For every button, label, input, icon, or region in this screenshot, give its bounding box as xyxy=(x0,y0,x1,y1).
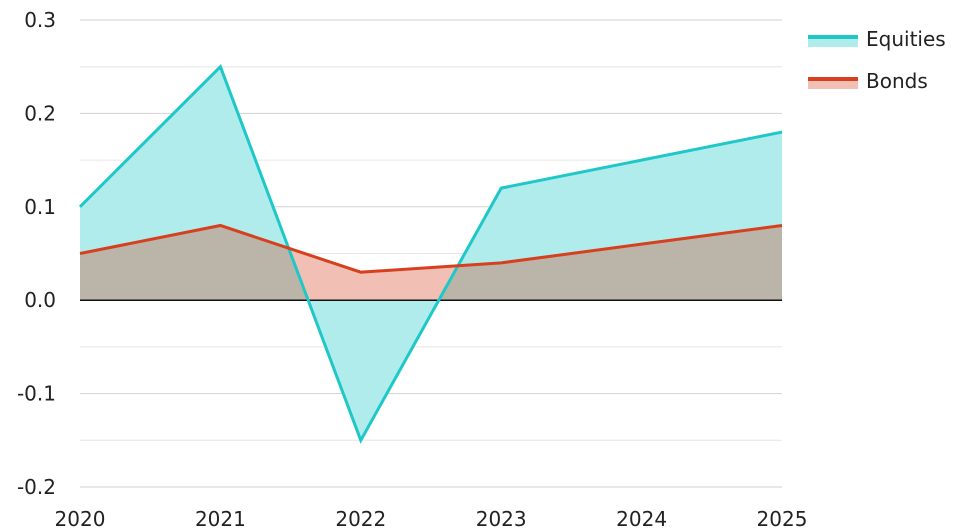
x-tick-label-2020: 2020 xyxy=(55,507,106,528)
legend-swatch-bonds-line xyxy=(808,77,858,81)
legend-swatch-equities-fill xyxy=(808,37,858,47)
x-tick-label-2021: 2021 xyxy=(195,507,246,528)
legend-swatch-bonds-fill xyxy=(808,79,858,89)
legend-item-equities[interactable]: Equities xyxy=(808,18,946,60)
y-tick-label-5: 0.3 xyxy=(24,8,56,32)
y-tick-label-3: 0.1 xyxy=(24,195,56,219)
legend-label-bonds: Bonds xyxy=(866,69,928,93)
x-tick-label-2022: 2022 xyxy=(335,507,386,528)
legend-item-bonds[interactable]: Bonds xyxy=(808,60,946,102)
y-tick-label-0: -0.2 xyxy=(17,475,56,499)
y-tick-label-2: 0.0 xyxy=(24,288,56,312)
y-tick-label-4: 0.2 xyxy=(24,101,56,125)
x-tick-label-2024: 2024 xyxy=(616,507,667,528)
chart-legend: Equities Bonds xyxy=(808,18,946,102)
legend-swatch-bonds xyxy=(808,73,858,89)
x-tick-label-2023: 2023 xyxy=(476,507,527,528)
y-tick-label-1: -0.1 xyxy=(17,382,56,406)
legend-swatch-equities xyxy=(808,31,858,47)
series-line-equities xyxy=(78,63,783,444)
legend-swatch-equities-line xyxy=(808,35,858,39)
x-tick-label-2025: 2025 xyxy=(757,507,808,528)
area-overlap xyxy=(80,225,782,301)
legend-label-equities: Equities xyxy=(866,27,946,51)
series-line-bonds xyxy=(79,223,783,274)
